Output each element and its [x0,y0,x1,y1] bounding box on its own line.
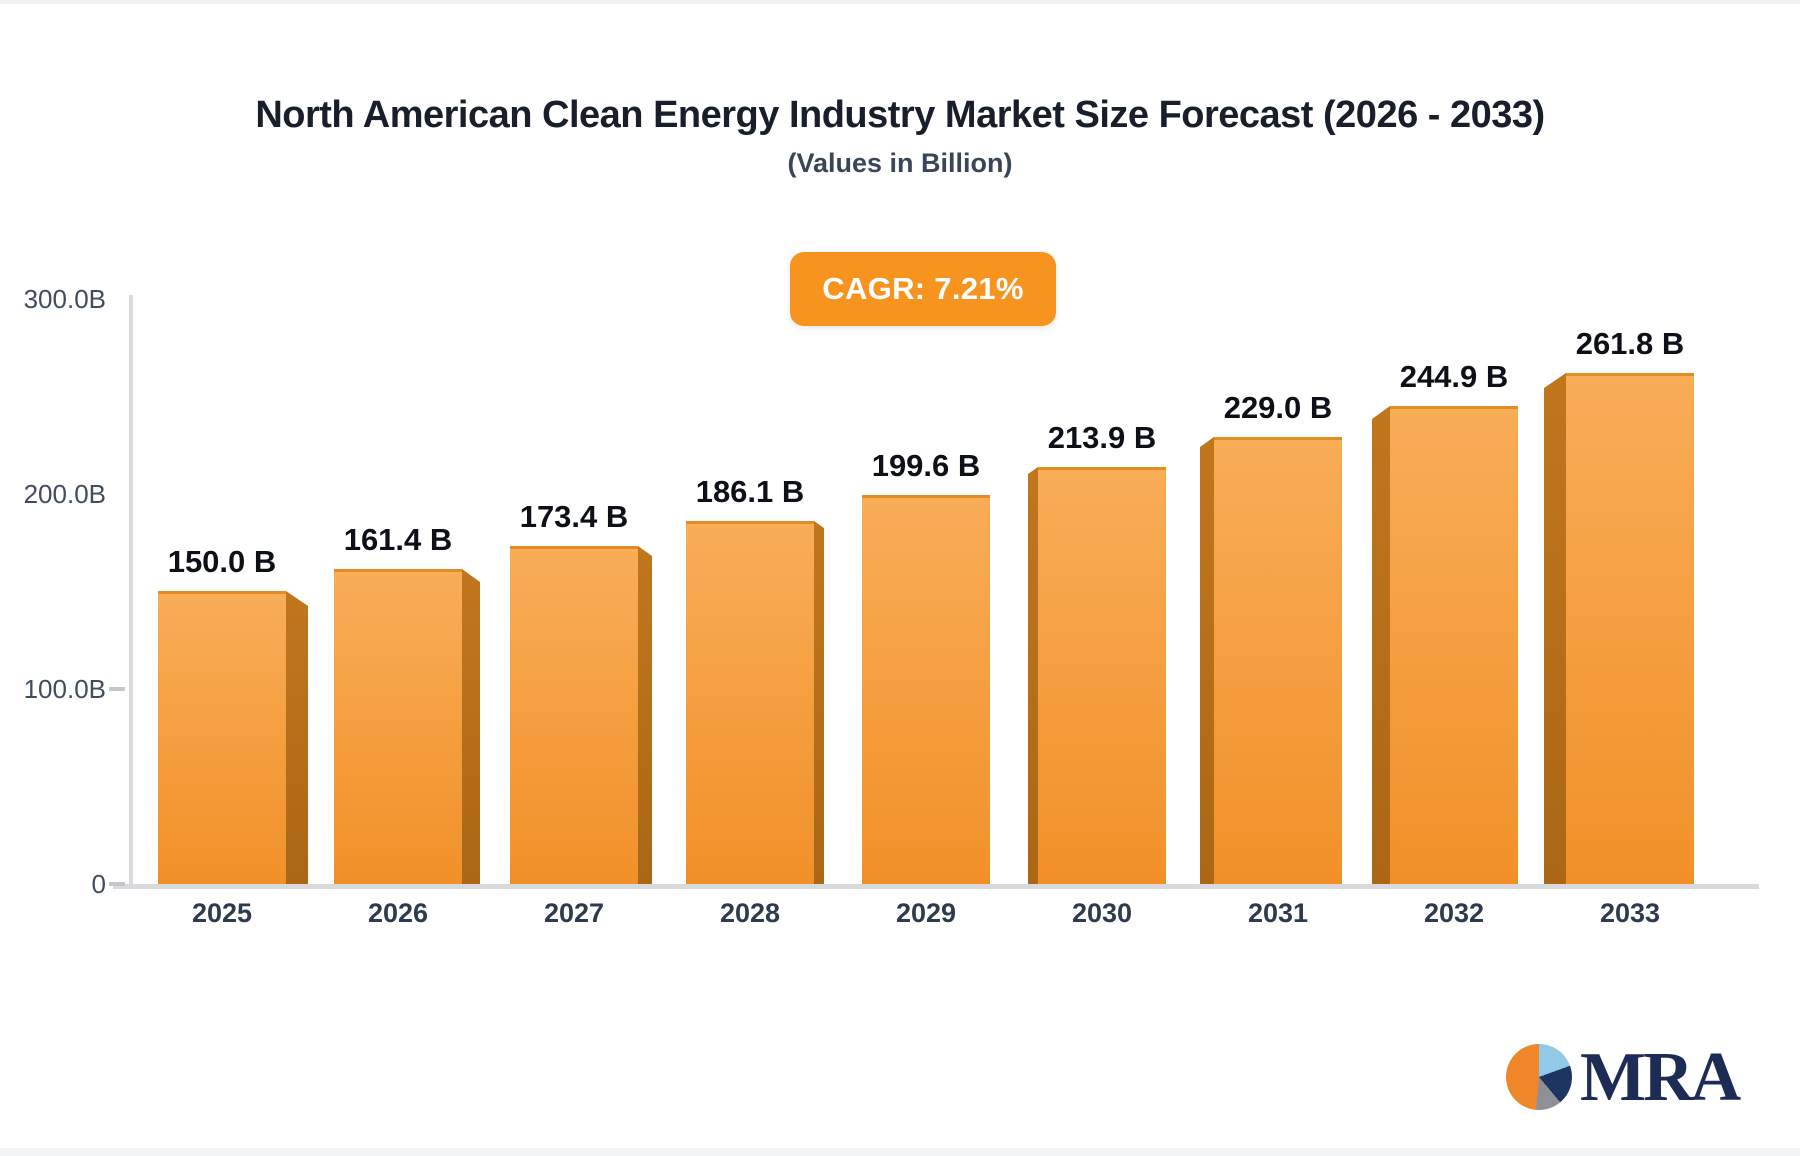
y-tick-label: 100.0B [23,674,106,704]
y-tick-mark [109,687,125,691]
chart-subtitle: (Values in Billion) [787,148,1013,178]
mra-logo: MRA [1506,1040,1766,1120]
bar-value-label: 229.0 B [1223,390,1333,425]
y-axis-line [129,295,133,884]
bar-2028 [686,521,814,884]
bar-side-face [814,521,824,884]
bar-value-label: 186.1 B [695,474,805,509]
x-tick-label: 2025 [191,898,253,928]
bar-2027 [510,546,638,884]
bar-2026 [334,569,462,884]
bar-2031 [1214,437,1342,884]
x-tick-label: 2028 [719,898,781,928]
bar-2029 [862,495,990,884]
bar-2032 [1390,406,1518,884]
bar-value-label: 150.0 B [167,544,277,579]
mra-logo-text: MRA [1580,1039,1741,1116]
bar-2033 [1566,373,1694,884]
cagr-badge: CAGR: 7.21% [790,252,1056,326]
bar-value-label: 213.9 B [1047,420,1157,455]
bar-value-label: 244.9 B [1399,359,1509,394]
y-tick-label: 0 [91,869,106,899]
x-tick-label: 2030 [1071,898,1133,928]
bar-value-label: 173.4 B [519,499,629,534]
bar-2030 [1038,467,1166,884]
x-tick-label: 2029 [895,898,957,928]
bar-side-face [1028,467,1038,884]
x-tick-label: 2026 [367,898,429,928]
bar-side-face [462,569,480,884]
bar-value-label: 161.4 B [343,522,453,557]
y-tick-mark [109,882,125,886]
y-tick-label: 300.0B [23,284,106,314]
bar-value-label: 261.8 B [1575,326,1685,361]
x-axis-line [113,884,1759,889]
bar-side-face [1544,373,1566,884]
bar-side-face [286,591,308,884]
x-tick-label: 2027 [543,898,605,928]
pie-chart-icon [1506,1044,1572,1110]
bar-side-face [1372,406,1390,884]
y-tick-label: 200.0B [23,479,106,509]
cagr-badge-label: CAGR: 7.21% [822,271,1024,306]
bar-value-label: 199.6 B [871,448,981,483]
bottom-edge-strip [0,1148,1800,1156]
x-tick-label: 2033 [1599,898,1661,928]
x-tick-label: 2031 [1247,898,1309,928]
chart-title: North American Clean Energy Industry Mar… [255,94,1545,136]
bar-side-face [638,546,652,884]
top-edge-strip [0,0,1800,4]
bar-side-face [1200,437,1214,884]
x-tick-label: 2032 [1423,898,1485,928]
bar-2025 [158,591,286,884]
